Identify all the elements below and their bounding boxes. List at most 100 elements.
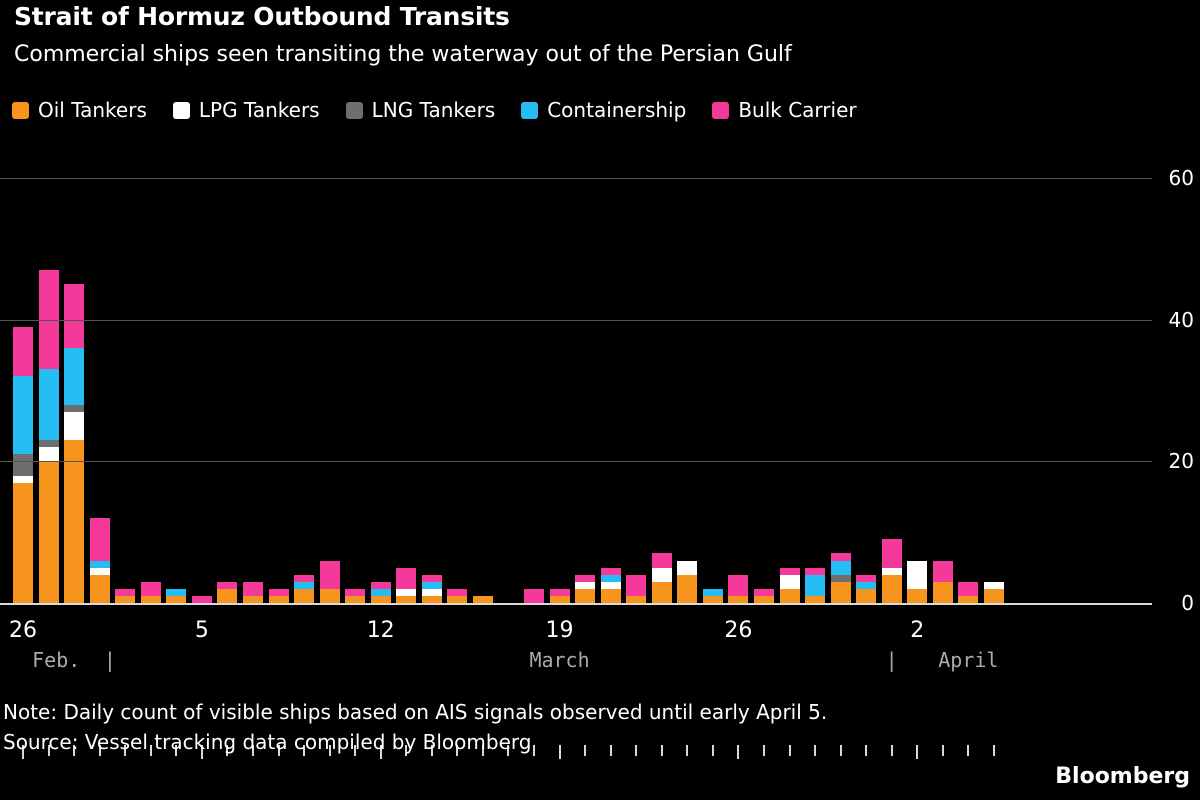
bar-segment-bulk-carrier [881, 539, 902, 568]
legend-item-lng-tankers[interactable]: LNG Tankers [345, 98, 495, 122]
legend-item-bulk-carrier[interactable]: Bulk Carrier [712, 98, 857, 122]
bar-segment-lpg-tankers [983, 581, 1004, 589]
month-separator: | [885, 648, 898, 672]
bar-segment-oil-tankers [856, 588, 877, 603]
legend-square-icon [12, 101, 29, 119]
bar-segment-oil-tankers [728, 595, 749, 603]
x-axis-tick [277, 745, 280, 756]
bar-column[interactable] [600, 567, 621, 603]
bar-segment-bulk-carrier [242, 581, 263, 596]
bar-column[interactable] [242, 581, 263, 603]
x-axis-tick [814, 745, 817, 756]
bar-segment-bulk-carrier [294, 574, 315, 582]
chart-note: Note: Daily count of visible ships based… [3, 700, 828, 724]
bar-column[interactable] [217, 581, 238, 603]
bar-segment-lpg-tankers [89, 567, 110, 575]
x-axis-tick [22, 745, 24, 759]
legend-item-containership[interactable]: Containership [521, 98, 686, 122]
bar-segment-oil-tankers [217, 588, 238, 603]
bar-column[interactable] [932, 560, 953, 603]
bar-column[interactable] [549, 588, 570, 603]
bar-column[interactable] [881, 539, 902, 603]
bar-column[interactable] [370, 581, 391, 603]
y-axis-tick-label: 60 [1168, 166, 1194, 190]
bar-column[interactable] [140, 581, 161, 603]
bar-column[interactable] [753, 588, 774, 603]
chart-title: Strait of Hormuz Outbound Transits [14, 2, 510, 31]
x-axis-tick [405, 745, 408, 756]
bar-column[interactable] [319, 560, 340, 603]
bar-column[interactable] [13, 326, 33, 603]
legend-item-oil-tankers[interactable]: Oil Tankers [12, 98, 147, 122]
bar-segment-bulk-carrier [421, 574, 442, 582]
x-axis-tick [456, 745, 459, 756]
bar-segment-oil-tankers [805, 595, 826, 603]
bar-column[interactable] [472, 595, 493, 603]
bar-column[interactable] [191, 595, 212, 603]
x-axis-tick [686, 745, 689, 756]
bar-column[interactable] [983, 581, 1004, 603]
bar-column[interactable] [166, 588, 187, 603]
bar-column[interactable] [294, 574, 315, 603]
x-axis-tick [533, 745, 535, 756]
bar-segment-oil-tankers [396, 595, 417, 603]
bar-column[interactable] [677, 560, 698, 603]
bar-column[interactable] [830, 553, 851, 603]
bar-segment-containership [856, 581, 877, 589]
bar-column[interactable] [805, 567, 826, 603]
x-axis-tick [175, 745, 178, 756]
bar-column[interactable] [396, 567, 417, 603]
bar-segment-lpg-tankers [779, 574, 800, 589]
bar-column[interactable] [64, 284, 85, 603]
month-label: April [938, 648, 999, 672]
bar-column[interactable] [524, 588, 544, 603]
x-axis-tick [430, 745, 433, 756]
bar-segment-bulk-carrier [115, 588, 136, 596]
bar-column[interactable] [702, 588, 723, 603]
bar-column[interactable] [115, 588, 136, 603]
bar-segment-bulk-carrier [396, 567, 417, 589]
bar-segment-lpg-tankers [396, 588, 417, 596]
bar-segment-oil-tankers [753, 595, 774, 603]
bar-column[interactable] [856, 574, 877, 603]
bar-column[interactable] [958, 581, 979, 603]
bar-segment-oil-tankers [294, 588, 315, 603]
plot-area: 0 20 40 60 [0, 140, 1200, 759]
bar-segment-bulk-carrier [753, 588, 774, 596]
x-axis-baseline [0, 603, 1152, 605]
bar-segment-containership [13, 376, 33, 455]
bar-column[interactable] [728, 574, 749, 603]
gridline-40 [0, 319, 1152, 321]
legend-item-label: Bulk Carrier [738, 98, 857, 122]
bar-column[interactable] [421, 574, 442, 603]
bar-segment-bulk-carrier [447, 588, 468, 596]
y-axis-tick-label: 0 [1181, 591, 1194, 615]
bar-segment-lng-tankers [38, 440, 59, 448]
bar-column[interactable] [38, 270, 59, 603]
bar-segment-bulk-carrier [319, 560, 340, 589]
bar-column[interactable] [626, 574, 647, 603]
bar-column[interactable] [779, 567, 800, 603]
x-axis-tick-label: 19 [545, 618, 574, 643]
bar-column[interactable] [651, 553, 672, 603]
bar-column[interactable] [89, 518, 110, 603]
bar-column[interactable] [345, 588, 366, 603]
bar-segment-bulk-carrier [728, 574, 749, 596]
month-label: Feb. [32, 648, 81, 672]
legend-item-lpg-tankers[interactable]: LPG Tankers [172, 98, 320, 122]
bar-segment-bulk-carrier [524, 588, 544, 603]
legend-item-label: Containership [547, 98, 687, 122]
bar-segment-oil-tankers [166, 595, 187, 603]
bar-column[interactable] [907, 560, 928, 603]
x-axis-tick [839, 745, 842, 756]
bar-segment-lpg-tankers [64, 411, 85, 441]
legend-square-icon [345, 101, 363, 119]
bar-column[interactable] [268, 588, 289, 603]
bar-segment-oil-tankers [626, 595, 647, 603]
bar-segment-oil-tankers [907, 588, 928, 603]
bar-column[interactable] [575, 574, 596, 603]
bar-segment-bulk-carrier [830, 553, 851, 561]
bar-column[interactable] [447, 588, 468, 603]
bar-segment-lpg-tankers [907, 560, 928, 589]
bar-segment-containership [702, 588, 723, 596]
